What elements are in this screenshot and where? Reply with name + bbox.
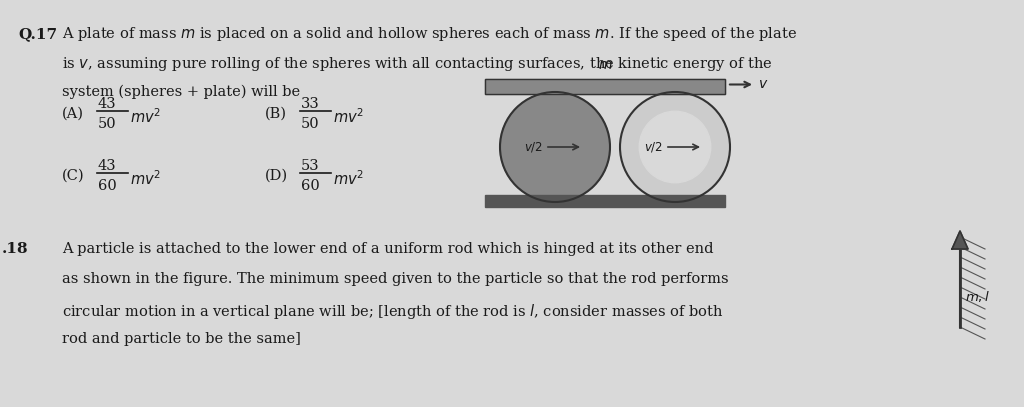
Text: rod and particle to be the same]: rod and particle to be the same] (62, 332, 301, 346)
Text: 60: 60 (98, 179, 117, 193)
Text: 50: 50 (98, 117, 117, 131)
Text: system (spheres + plate) will be: system (spheres + plate) will be (62, 85, 300, 99)
Text: $mv^2$: $mv^2$ (333, 107, 364, 126)
Text: $v/2$: $v/2$ (524, 140, 543, 154)
Polygon shape (952, 231, 968, 249)
Bar (485, 195, 725, 207)
Text: 60: 60 (301, 179, 319, 193)
Text: 33: 33 (301, 97, 319, 111)
Bar (485, 79, 725, 94)
Text: $mv^2$: $mv^2$ (130, 107, 161, 126)
Text: A particle is attached to the lower end of a uniform rod which is hinged at its : A particle is attached to the lower end … (62, 242, 714, 256)
Text: A plate of mass $m$ is placed on a solid and hollow spheres each of mass $m$. If: A plate of mass $m$ is placed on a solid… (62, 25, 797, 43)
Text: circular motion in a vertical plane will be; [length of the rod is $l$, consider: circular motion in a vertical plane will… (62, 302, 724, 321)
Text: 50: 50 (301, 117, 319, 131)
Text: 43: 43 (98, 97, 117, 111)
Text: (C): (C) (62, 169, 85, 183)
Text: as shown in the figure. The minimum speed given to the particle so that the rod : as shown in the figure. The minimum spee… (62, 272, 729, 286)
Text: (D): (D) (265, 169, 288, 183)
Text: $m, l$: $m, l$ (965, 289, 990, 304)
Text: $mv^2$: $mv^2$ (333, 169, 364, 188)
Text: Q.17: Q.17 (18, 27, 57, 41)
Text: .18: .18 (2, 242, 29, 256)
Text: 43: 43 (98, 159, 117, 173)
Text: $v$: $v$ (758, 77, 768, 92)
Circle shape (620, 92, 730, 202)
Circle shape (639, 111, 711, 183)
Text: 53: 53 (301, 159, 319, 173)
Circle shape (500, 92, 610, 202)
Text: $v/2$: $v/2$ (644, 140, 663, 154)
Text: (A): (A) (62, 107, 84, 121)
Text: is $v$, assuming pure rolling of the spheres with all contacting surfaces, the k: is $v$, assuming pure rolling of the sph… (62, 55, 773, 73)
Text: (B): (B) (265, 107, 287, 121)
Bar (485, 79, 725, 94)
Text: $m$: $m$ (598, 58, 612, 72)
Text: $mv^2$: $mv^2$ (130, 169, 161, 188)
